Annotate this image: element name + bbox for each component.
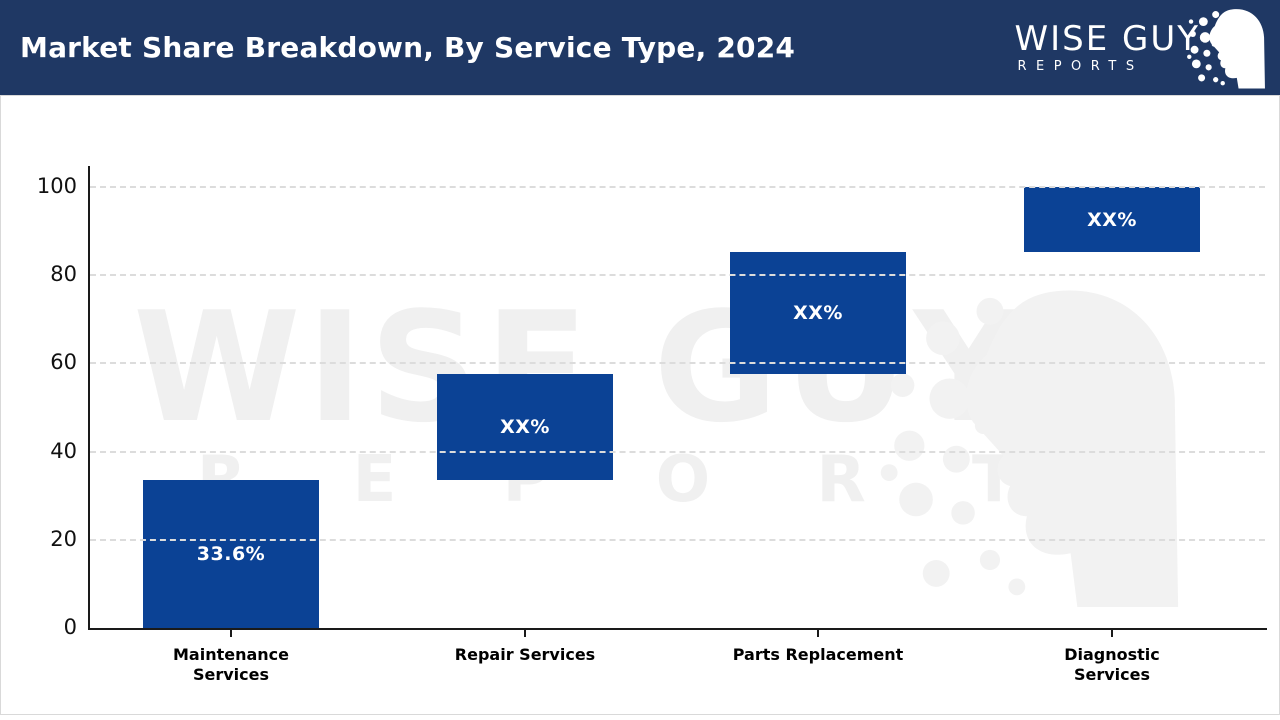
y-axis-line (88, 166, 90, 630)
bar-segment: 33.6% (143, 479, 319, 628)
y-tick-label: 40 (50, 438, 77, 463)
waterfall-chart: 0 20 40 60 80 100 33.6% XX% XX% XX% Maintenance Se… (1, 96, 1279, 714)
bar-value-label: 33.6% (196, 542, 266, 565)
head-profile-icon (1187, 8, 1265, 88)
bar-segment: XX% (437, 373, 613, 480)
x-tick-label: Repair Services (454, 645, 596, 664)
y-tick-label: 100 (36, 174, 77, 198)
y-grid-line (90, 450, 1265, 453)
y-grid-line (90, 274, 1265, 277)
x-tick-label: Parts Replacement (732, 645, 904, 664)
bar-segment: XX% (1024, 187, 1200, 253)
logo-wordmark: WISE GUY REPORTS (1014, 22, 1200, 74)
page-title: Market Share Breakdown, By Service Type,… (20, 31, 796, 64)
y-tick-label: 0 (63, 615, 77, 639)
bar-value-label: XX% (1087, 208, 1137, 231)
y-grid-line (90, 538, 1265, 541)
logo-line-wise-guy: WISE GUY (1014, 18, 1200, 59)
watermark-head-icon (880, 290, 1179, 607)
bar-value-label: XX% (500, 415, 550, 438)
brand-logo: WISE GUY REPORTS (1014, 4, 1272, 92)
y-grid-line (90, 186, 1265, 188)
x-tick-mark (230, 630, 232, 637)
y-grid-line (90, 362, 1265, 365)
bar-segment: XX% (730, 252, 906, 374)
y-tick-label: 80 (50, 262, 77, 287)
x-tick-label: Maintenance Services (172, 645, 289, 684)
x-tick-mark (1111, 630, 1113, 637)
logo-line-reports: REPORTS (1017, 58, 1144, 74)
x-tick-label: Diagnostic Services (1064, 645, 1160, 684)
y-tick-label: 60 (50, 350, 77, 375)
bar-value-label: XX% (793, 302, 843, 325)
header-bar: Market Share Breakdown, By Service Type,… (0, 0, 1280, 95)
y-tick-label: 20 (50, 526, 77, 551)
x-tick-mark (817, 630, 819, 637)
x-axis-line (88, 628, 1267, 630)
x-tick-mark (524, 630, 526, 637)
chart-canvas: WISE GUY R E P O R T S 0 20 40 60 80 100 33.6%… (0, 95, 1280, 715)
